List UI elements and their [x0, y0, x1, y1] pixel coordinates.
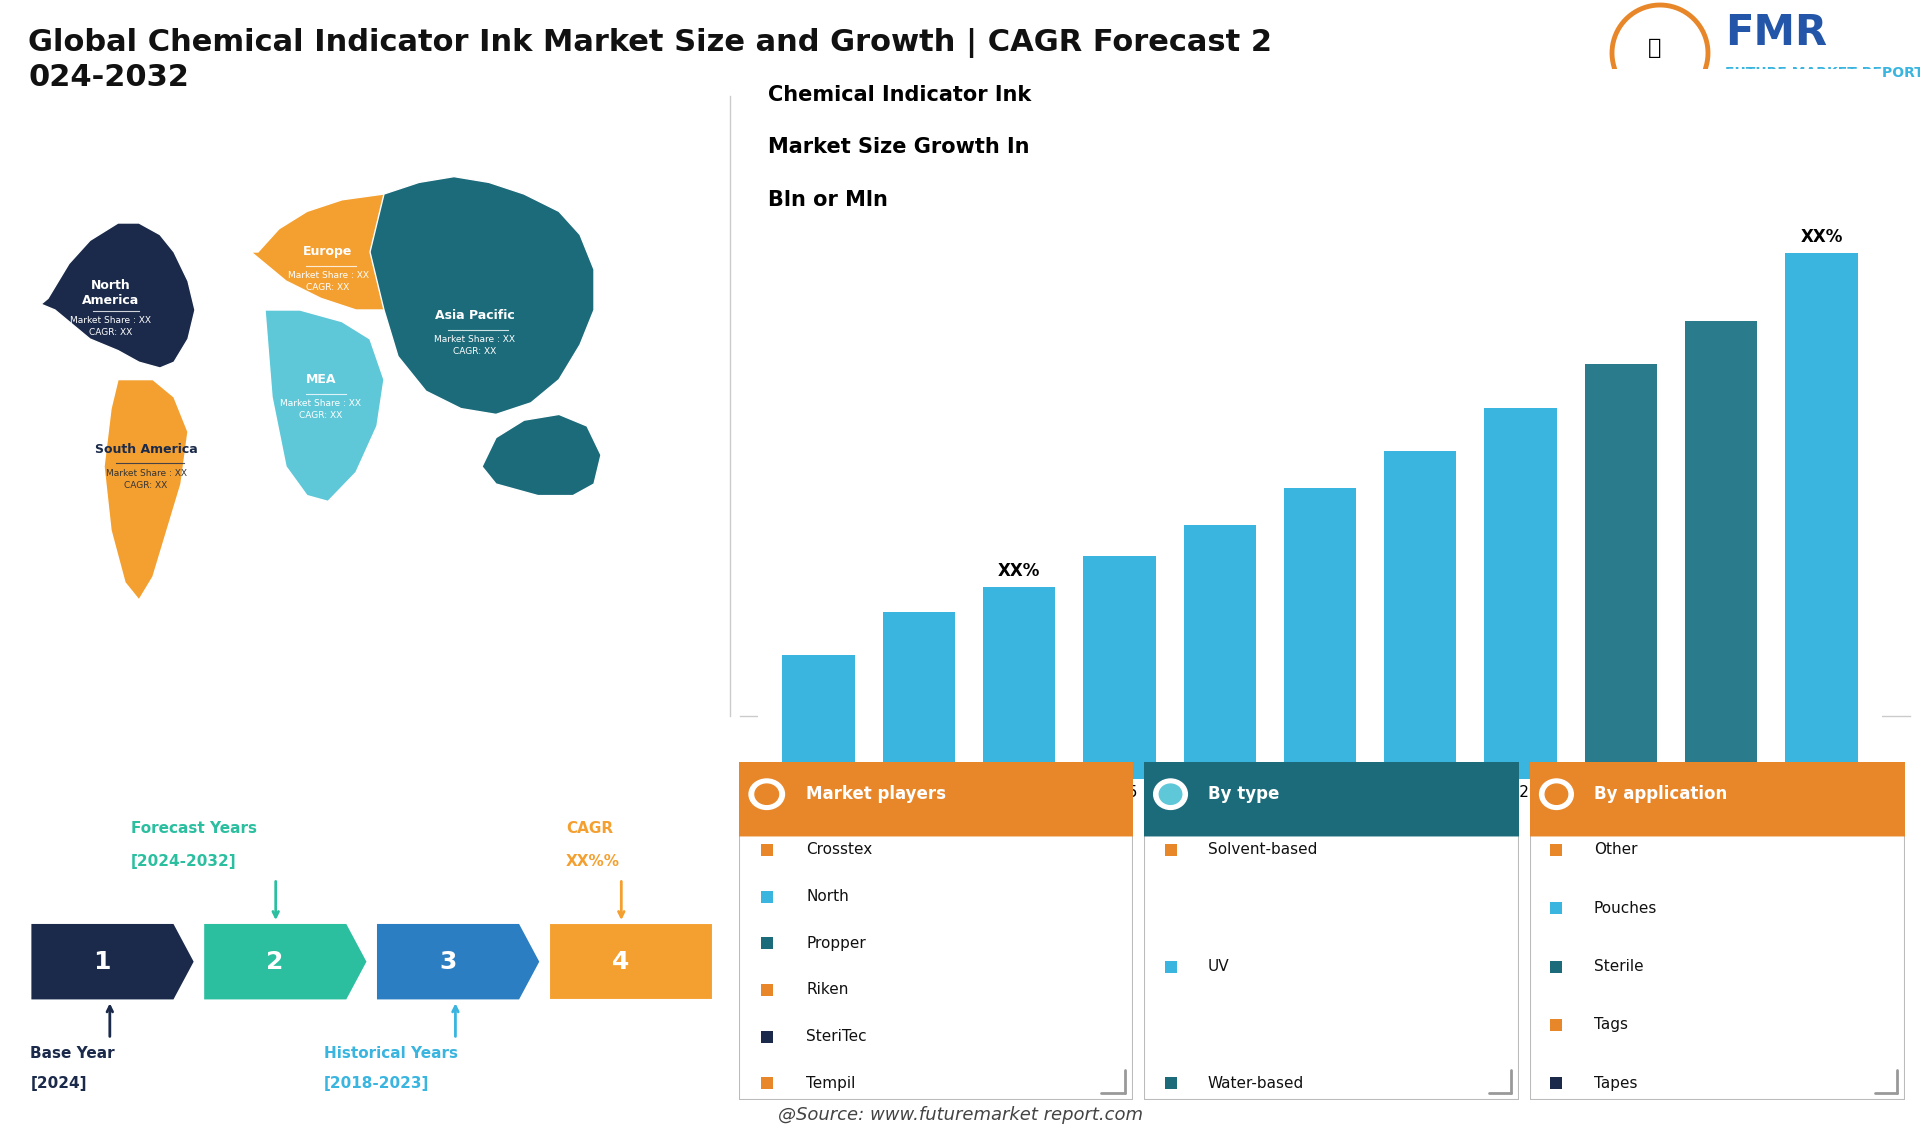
Text: UV: UV [1208, 959, 1229, 974]
Text: 1: 1 [94, 950, 111, 974]
Circle shape [1154, 779, 1187, 809]
Text: @Source: www.futuremarket report.com: @Source: www.futuremarket report.com [778, 1106, 1142, 1124]
Text: Europe: Europe [303, 245, 353, 259]
Text: SteriTec: SteriTec [806, 1029, 866, 1044]
Text: Sterile: Sterile [1594, 959, 1644, 974]
Text: FUTURE MARKET REPORT: FUTURE MARKET REPORT [1724, 66, 1920, 80]
Text: 3: 3 [440, 950, 457, 974]
Text: By application: By application [1594, 785, 1728, 803]
Text: Solvent-based: Solvent-based [1208, 842, 1317, 857]
Polygon shape [204, 923, 367, 1000]
Text: FMR: FMR [1724, 11, 1828, 54]
Bar [883, 612, 954, 779]
Text: Market Share : XX: Market Share : XX [71, 316, 152, 325]
FancyBboxPatch shape [1515, 752, 1920, 837]
Text: Global Chemical Indicator Ink Market Size and Growth | CAGR Forecast 2: Global Chemical Indicator Ink Market Siz… [29, 28, 1271, 58]
Text: Market Share : XX: Market Share : XX [106, 469, 186, 478]
Text: Other: Other [1594, 842, 1638, 857]
Bar [983, 588, 1056, 779]
Text: 4: 4 [612, 950, 630, 974]
FancyBboxPatch shape [724, 752, 1148, 837]
Polygon shape [104, 379, 188, 601]
Text: Base Year: Base Year [31, 1045, 115, 1060]
Text: [2024-2032]: [2024-2032] [131, 855, 236, 870]
Polygon shape [376, 923, 540, 1000]
Text: North: North [806, 889, 849, 904]
Polygon shape [252, 194, 434, 311]
Text: By type: By type [1208, 785, 1279, 803]
Text: CAGR: CAGR [566, 822, 612, 837]
Bar [1786, 253, 1857, 779]
Text: Bln or Mln: Bln or Mln [768, 190, 889, 210]
Text: Chemical Indicator Ink: Chemical Indicator Ink [768, 85, 1031, 104]
Circle shape [749, 779, 785, 809]
Bar [783, 656, 854, 779]
Polygon shape [265, 311, 384, 502]
Text: Forecast Years: Forecast Years [131, 822, 257, 837]
Text: Tapes: Tapes [1594, 1076, 1638, 1091]
Text: XX%%: XX%% [566, 855, 620, 870]
Text: South America: South America [94, 442, 198, 456]
Text: 🔭: 🔭 [1647, 38, 1661, 58]
Circle shape [1546, 784, 1569, 804]
Text: Pouches: Pouches [1594, 901, 1657, 916]
FancyBboxPatch shape [1129, 752, 1534, 837]
Bar [1384, 452, 1457, 779]
Text: CAGR: XX: CAGR: XX [453, 347, 497, 356]
Text: Riken: Riken [806, 982, 849, 997]
Text: 024-2032: 024-2032 [29, 63, 188, 92]
Polygon shape [31, 923, 194, 1000]
Bar [1183, 525, 1256, 779]
Text: [2024]: [2024] [31, 1076, 86, 1091]
Bar [1686, 321, 1757, 779]
Bar [1284, 488, 1356, 779]
Bar [1083, 556, 1156, 779]
Polygon shape [482, 415, 601, 495]
Text: Propper: Propper [806, 936, 866, 951]
Circle shape [1540, 779, 1572, 809]
Text: Crosstex: Crosstex [806, 842, 872, 857]
Text: Market Share : XX: Market Share : XX [434, 336, 515, 344]
Text: XX%: XX% [1801, 228, 1843, 245]
Text: CAGR: XX: CAGR: XX [125, 480, 167, 489]
Text: Market Size Growth In: Market Size Growth In [768, 138, 1029, 157]
Circle shape [1160, 784, 1181, 804]
Text: CAGR: XX: CAGR: XX [300, 411, 342, 421]
Text: MEA: MEA [305, 374, 336, 386]
Text: CAGR: XX: CAGR: XX [307, 283, 349, 292]
Text: Tempil: Tempil [806, 1076, 856, 1091]
Polygon shape [40, 223, 196, 368]
Text: Market players: Market players [806, 785, 947, 803]
Text: Historical Years: Historical Years [324, 1045, 459, 1060]
Text: [2018-2023]: [2018-2023] [324, 1076, 430, 1091]
Text: CAGR: XX: CAGR: XX [90, 328, 132, 337]
Text: 2: 2 [267, 950, 284, 974]
Text: North
America: North America [83, 278, 140, 307]
Circle shape [755, 784, 780, 804]
Text: Asia Pacific: Asia Pacific [436, 309, 515, 322]
Bar [1484, 408, 1557, 779]
Text: Market Share : XX: Market Share : XX [288, 272, 369, 281]
Bar [1584, 364, 1657, 779]
Text: XX%: XX% [998, 562, 1041, 580]
Polygon shape [371, 176, 593, 415]
Text: Market Share : XX: Market Share : XX [280, 399, 361, 408]
Text: Water-based: Water-based [1208, 1076, 1304, 1091]
Text: Tags: Tags [1594, 1018, 1628, 1033]
Polygon shape [549, 923, 712, 1000]
